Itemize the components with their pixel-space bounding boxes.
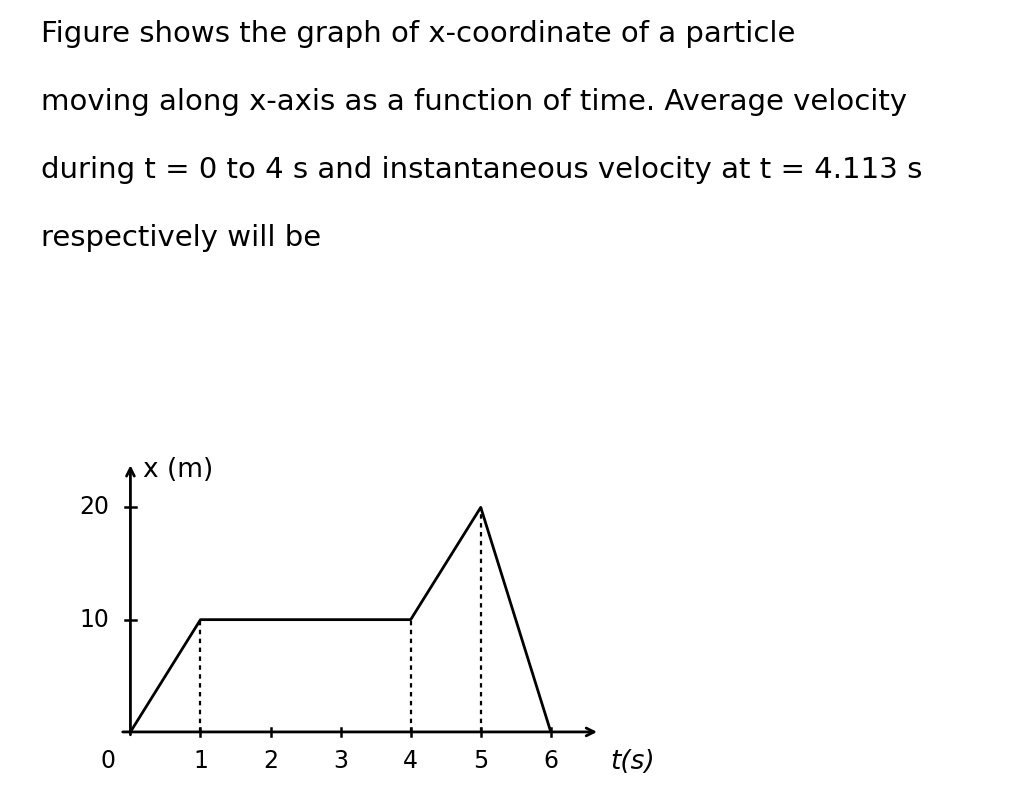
- Text: 3: 3: [333, 749, 348, 773]
- Text: moving along x-axis as a function of time. Average velocity: moving along x-axis as a function of tim…: [41, 88, 907, 116]
- Text: 10: 10: [80, 608, 110, 632]
- Text: Figure shows the graph of x-coordinate of a particle: Figure shows the graph of x-coordinate o…: [41, 20, 796, 48]
- Text: 4: 4: [403, 749, 418, 773]
- Text: x (m): x (m): [143, 457, 213, 483]
- Text: 2: 2: [263, 749, 279, 773]
- Text: 5: 5: [473, 749, 488, 773]
- Text: respectively will be: respectively will be: [41, 224, 322, 252]
- Text: 1: 1: [194, 749, 208, 773]
- Text: 20: 20: [80, 495, 110, 519]
- Text: 0: 0: [100, 749, 115, 773]
- Text: t(s): t(s): [610, 749, 655, 774]
- Text: 6: 6: [544, 749, 558, 773]
- Text: during t = 0 to 4 s and instantaneous velocity at t = 4.113 s: during t = 0 to 4 s and instantaneous ve…: [41, 156, 923, 184]
